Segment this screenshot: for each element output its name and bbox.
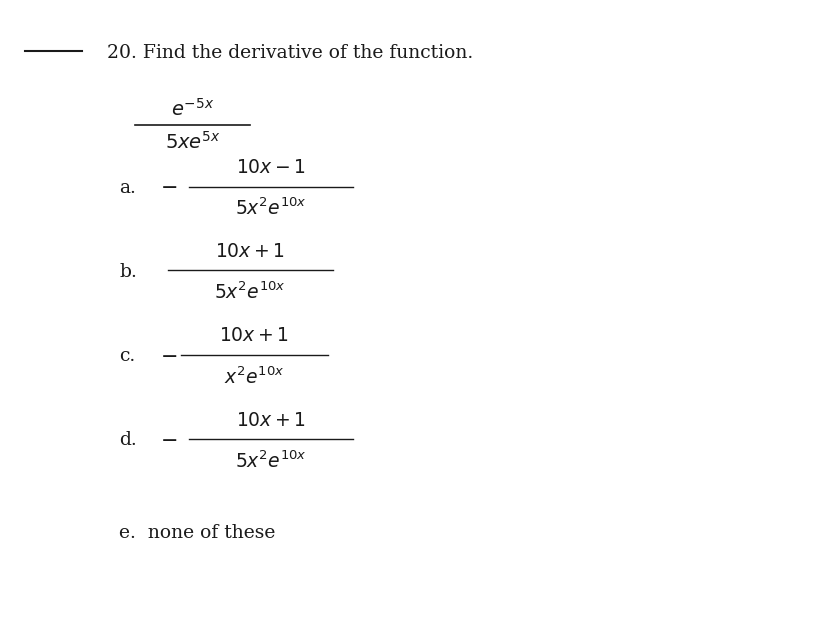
Text: $10x+1$: $10x+1$ [236,412,306,429]
Text: $e^{-5x}$: $e^{-5x}$ [172,98,214,120]
Text: 20. Find the derivative of the function.: 20. Find the derivative of the function. [107,44,473,62]
Text: $5x^{2}e^{10x}$: $5x^{2}e^{10x}$ [214,282,287,303]
Text: b.: b. [119,263,137,280]
Text: d.: d. [119,432,137,449]
Text: $5x^{2}e^{10x}$: $5x^{2}e^{10x}$ [235,450,307,472]
Text: $10x+1$: $10x+1$ [219,328,290,345]
Text: $5xe^{5x}$: $5xe^{5x}$ [165,131,221,153]
Text: $5x^{2}e^{10x}$: $5x^{2}e^{10x}$ [235,198,307,219]
Text: $10x-1$: $10x-1$ [236,159,306,177]
Text: $-$: $-$ [159,430,177,449]
Text: e.  none of these: e. none of these [119,524,275,541]
Text: c.: c. [119,348,135,365]
Text: $-$: $-$ [159,178,177,196]
Text: $10x+1$: $10x+1$ [215,243,286,260]
Text: a.: a. [119,179,136,197]
Text: $x^{2}e^{10x}$: $x^{2}e^{10x}$ [224,366,285,388]
Text: $-$: $-$ [159,346,177,364]
